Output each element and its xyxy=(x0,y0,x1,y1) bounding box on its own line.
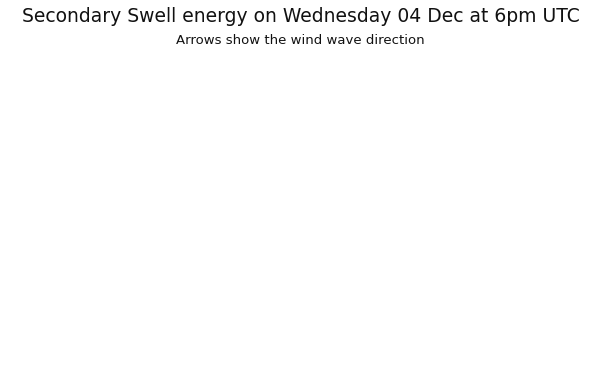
Text: Secondary Swell energy on Wednesday 04 Dec at 6pm UTC: Secondary Swell energy on Wednesday 04 D… xyxy=(22,7,579,26)
Text: Requires cartopy: Requires cartopy xyxy=(242,211,359,226)
Text: Arrows show the wind wave direction: Arrows show the wind wave direction xyxy=(176,34,425,47)
